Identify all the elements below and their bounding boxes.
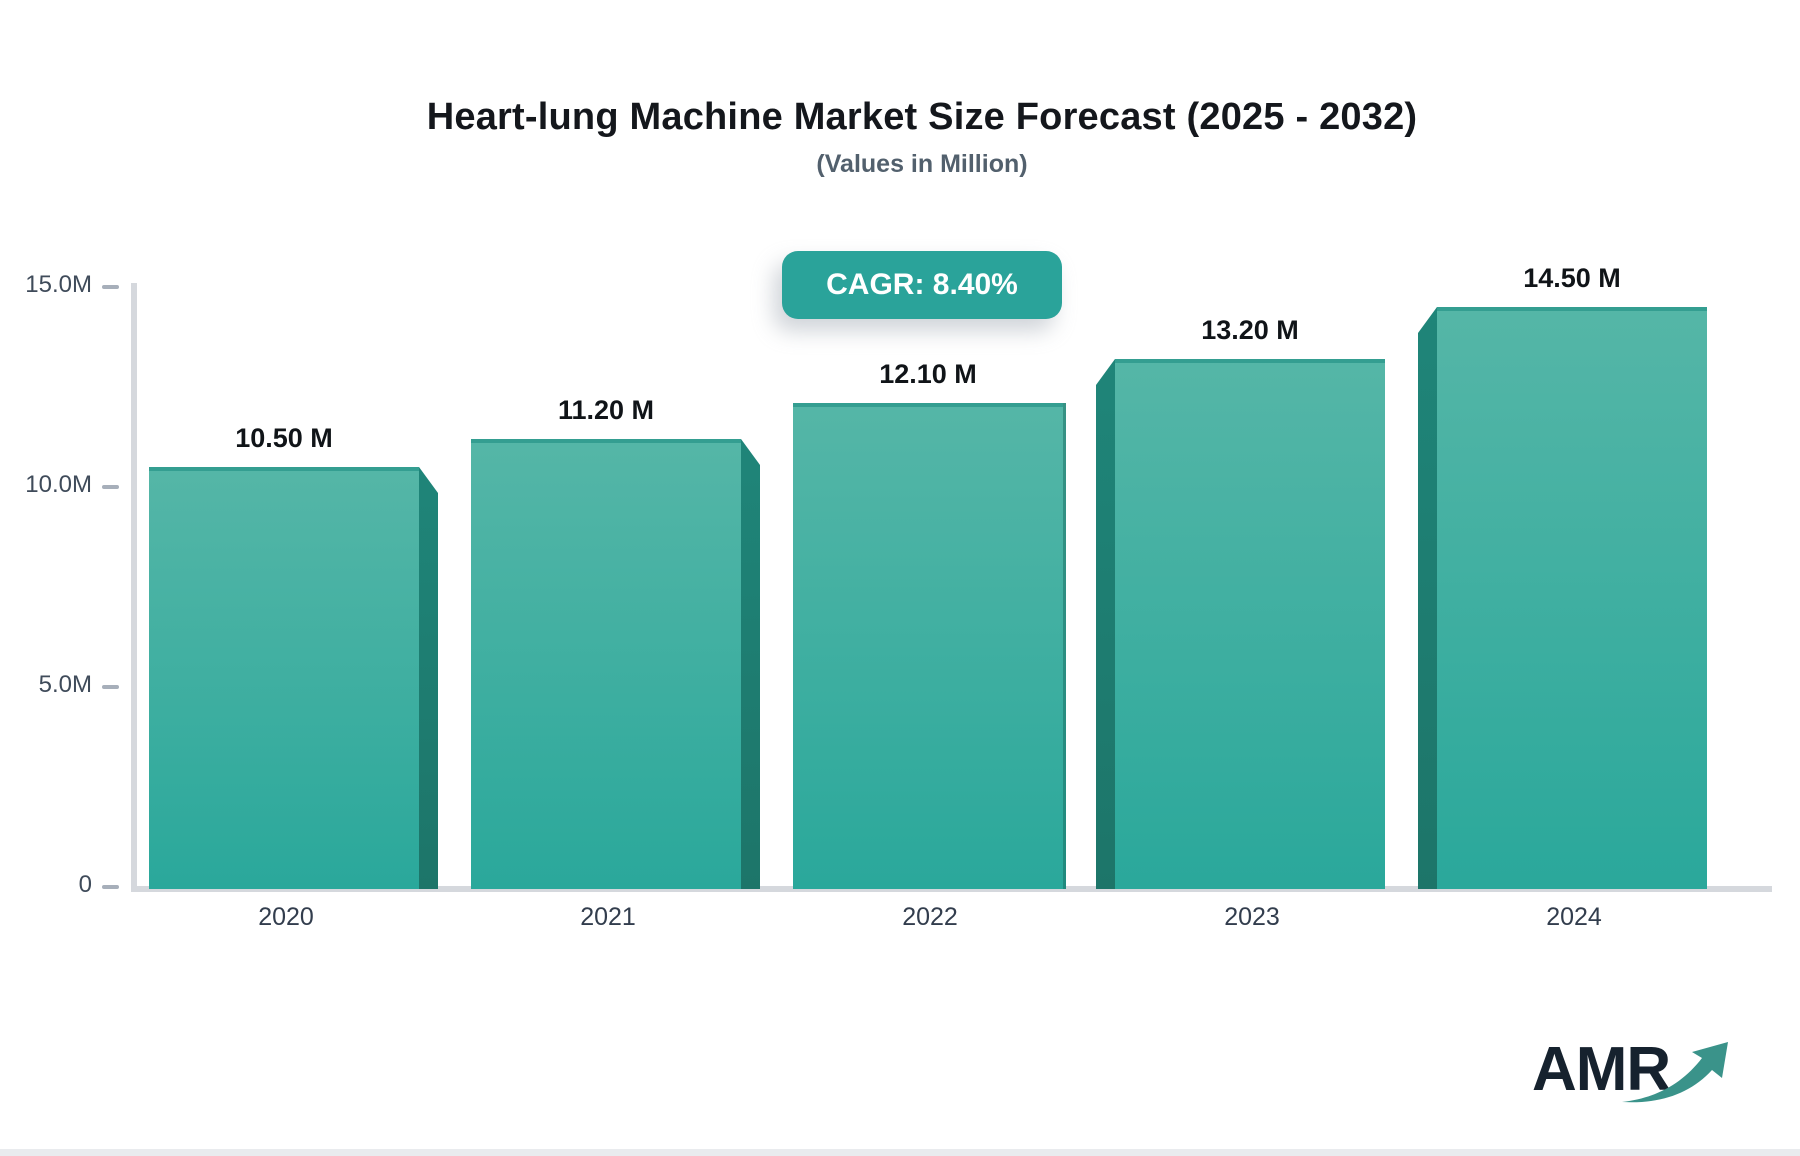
chart-title: Heart-lung Machine Market Size Forecast … [426,96,1418,138]
x-axis-line [131,886,1772,892]
chart-subtitle: (Values in Million) [816,150,1028,178]
x-axis-label-2020: 2020 [258,903,314,931]
y-tick-mark [102,685,119,689]
amr-logo-text: AMR [1532,1035,1671,1104]
bar-2024 [1437,307,1707,889]
x-axis-label-2024: 2024 [1546,903,1602,931]
y-tick-mark [102,485,119,489]
bar-value-label-2021: 11.20 M [557,395,655,425]
bar-3d-side-2023 [1096,359,1115,889]
bar-value-label-2024: 14.50 M [1523,263,1621,293]
growth-arrow-icon [1622,1042,1728,1103]
x-axis-label-2021: 2021 [580,903,636,931]
bar-3d-side-2020 [419,467,438,889]
bar-value-label-2022: 12.10 M [879,359,977,389]
bar-2020 [149,467,419,889]
y-tick-label: 0 [78,871,92,898]
y-tick-mark [102,885,119,889]
y-tick-label: 15.0M [25,271,92,298]
bottom-edge-strip [0,1149,1800,1156]
amr-logo: AMR [1532,1034,1732,1114]
bar-2023 [1115,359,1385,889]
bar-value-label-2020: 10.50 M [235,423,333,453]
x-axis-label-2022: 2022 [902,903,958,931]
bar-2022 [793,403,1066,889]
y-tick-mark [102,285,119,289]
y-tick-label: 10.0M [25,471,92,498]
bar-3d-side-2024 [1418,307,1437,889]
x-axis-label-2023: 2023 [1224,903,1280,931]
cagr-badge: CAGR: 8.40% [782,251,1062,319]
y-tick-label: 5.0M [38,671,92,698]
bar-2021 [471,439,741,889]
bar-3d-side-2021 [741,439,760,889]
bar-value-label-2023: 13.20 M [1201,315,1299,345]
y-axis-line [131,283,137,889]
